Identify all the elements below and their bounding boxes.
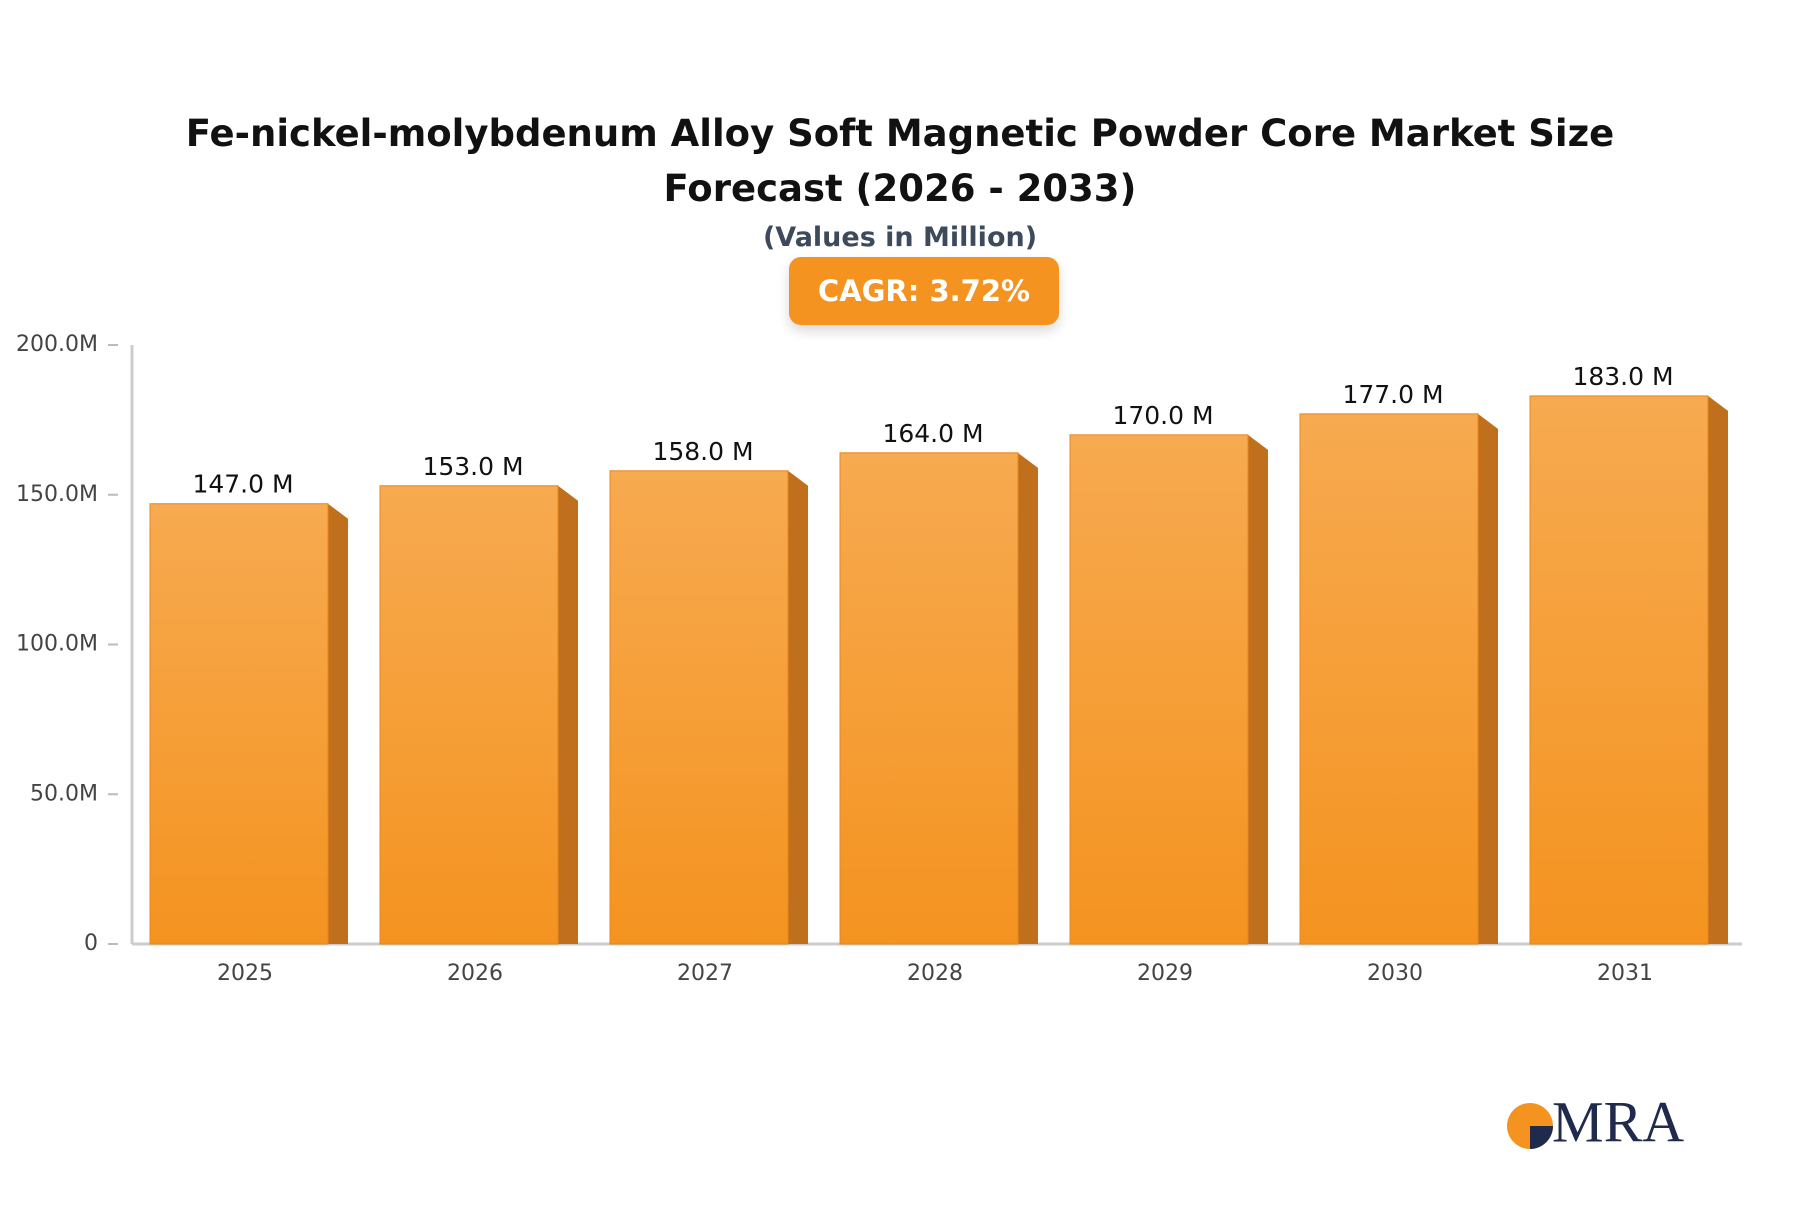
- x-tick-label: 2028: [907, 961, 963, 986]
- value-label: 164.0 M: [882, 419, 983, 448]
- bar: [379, 485, 559, 945]
- y-tick-label: 200.0M: [16, 332, 98, 357]
- bar: [1069, 434, 1249, 945]
- chart-subtitle: (Values in Million): [762, 222, 1038, 253]
- y-tick-label: 0: [84, 931, 98, 956]
- bar-side: [1478, 413, 1498, 944]
- chart-title: Fe-nickel-molybdenum Alloy Soft Magnetic…: [185, 112, 1615, 210]
- x-tick-label: 2026: [447, 961, 503, 986]
- bar-side: [788, 470, 808, 944]
- value-label: 158.0 M: [652, 437, 753, 466]
- value-label: 170.0 M: [1112, 401, 1213, 430]
- value-label: 153.0 M: [422, 452, 523, 481]
- x-tick-label: 2030: [1367, 961, 1423, 986]
- bar-side: [1708, 395, 1728, 944]
- y-tick-label: 50.0M: [30, 781, 98, 806]
- bar-side: [1018, 452, 1038, 944]
- bar: [1529, 395, 1709, 945]
- x-tick-label: 2031: [1597, 961, 1653, 986]
- x-tick-label: 2027: [677, 961, 733, 986]
- bar: [149, 503, 329, 945]
- bar: [609, 470, 789, 945]
- y-tick-label: 100.0M: [16, 632, 98, 657]
- bar-side: [1248, 434, 1268, 944]
- value-label: 177.0 M: [1342, 380, 1443, 409]
- value-label: 183.0 M: [1572, 362, 1673, 391]
- x-tick-label: 2025: [217, 961, 273, 986]
- logo-icon-slice: [1530, 1126, 1553, 1149]
- bar: [1299, 413, 1479, 945]
- logo: MRA: [1507, 1089, 1684, 1154]
- logo-text: MRA: [1552, 1089, 1684, 1154]
- bar-side: [328, 503, 348, 944]
- cagr-badge: CAGR: 3.72%: [789, 257, 1059, 325]
- x-tick-label: 2029: [1137, 961, 1193, 986]
- bar-side: [558, 485, 578, 944]
- value-label: 147.0 M: [192, 470, 293, 499]
- bar: [839, 452, 1019, 945]
- y-tick-label: 150.0M: [16, 482, 98, 507]
